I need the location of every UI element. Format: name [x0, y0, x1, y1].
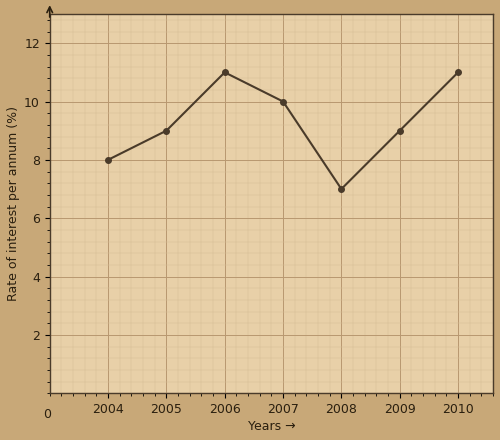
X-axis label: Years →: Years → — [248, 420, 295, 433]
Text: 0: 0 — [43, 408, 51, 421]
Y-axis label: Rate of interest per annum (%): Rate of interest per annum (%) — [7, 106, 20, 301]
